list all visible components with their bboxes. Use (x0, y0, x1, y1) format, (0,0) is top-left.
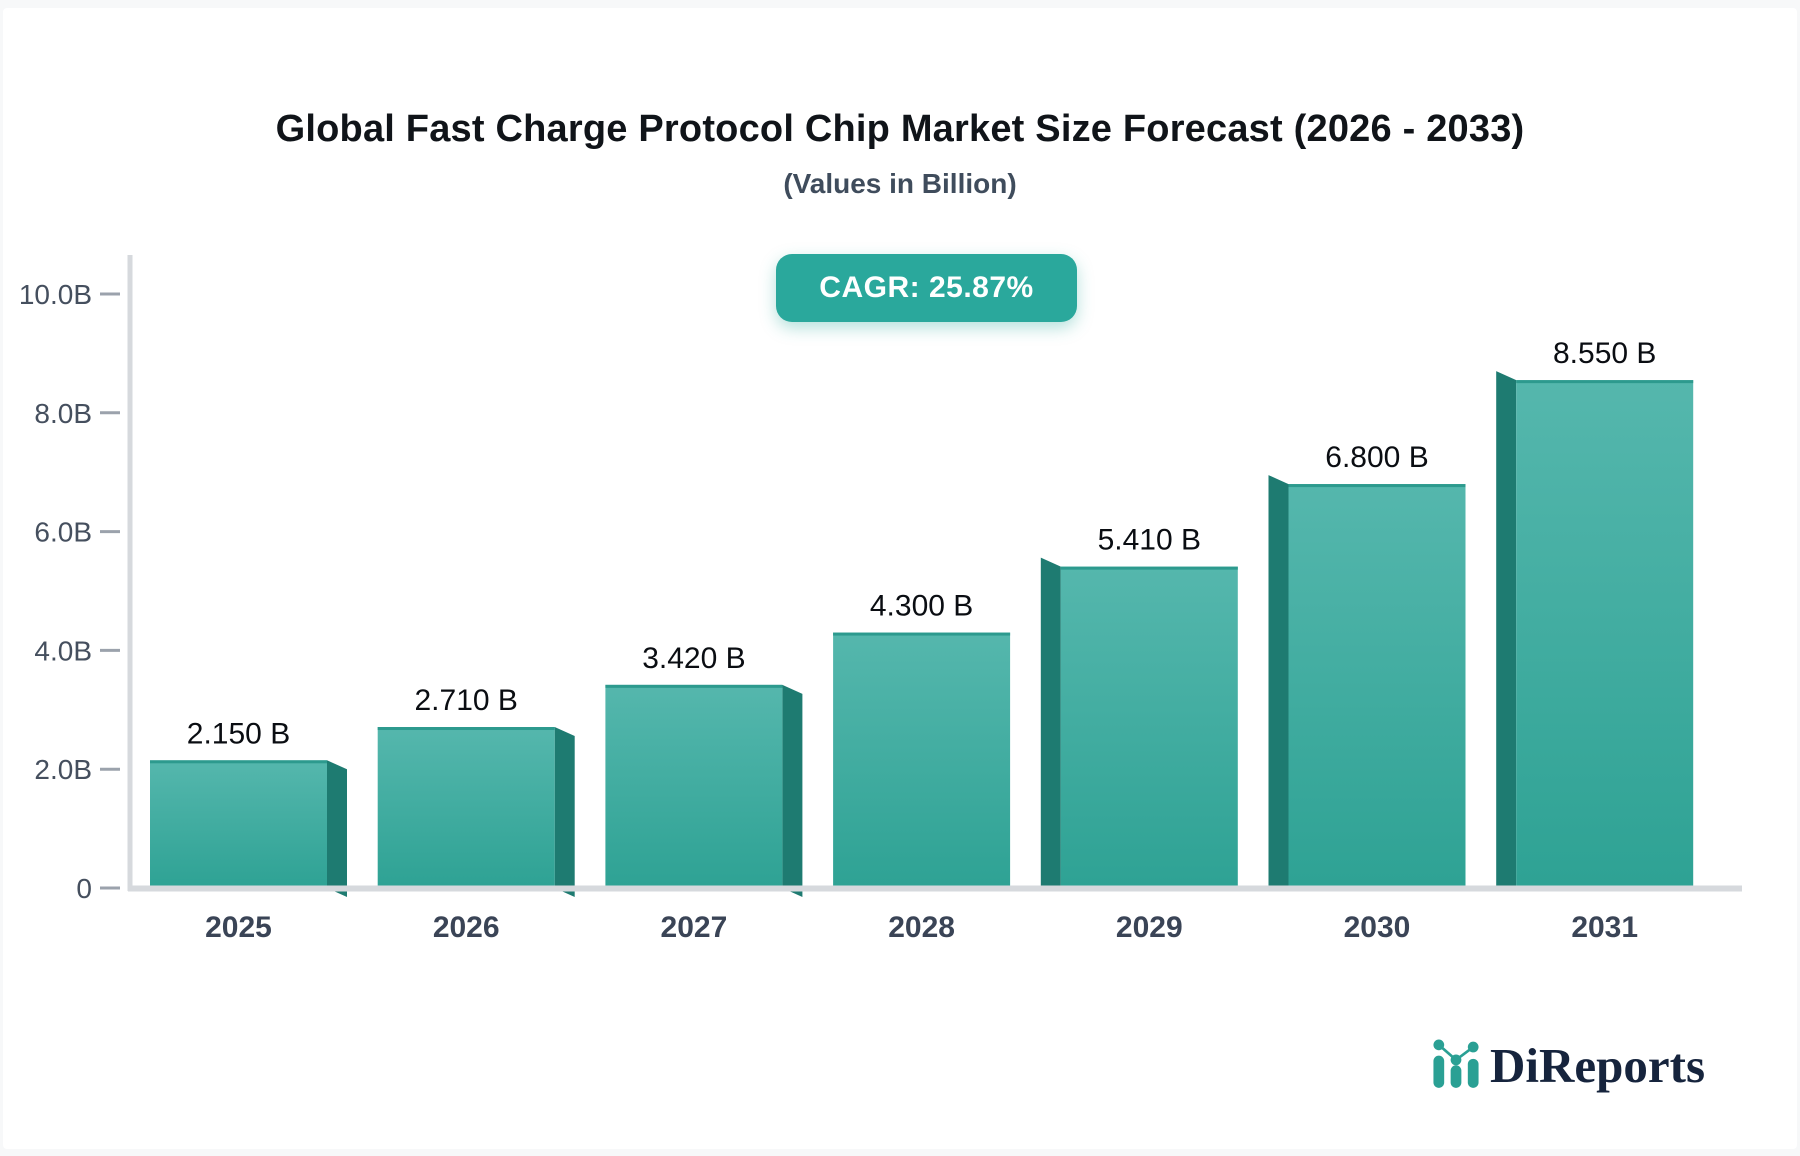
brand-logo: DiReports (1432, 1032, 1705, 1090)
bar-side-2027 (782, 684, 803, 897)
y-tick-label-0: 0 (76, 873, 92, 904)
logo-text: DiReports (1490, 1038, 1706, 1094)
bar-top-edge-2025 (150, 760, 327, 764)
bar-2031 (1516, 380, 1694, 888)
bar-top-edge-2027 (605, 684, 783, 688)
bar-value-label-2026: 2.710 B (414, 684, 517, 717)
bar-2027 (605, 684, 783, 888)
bar-side-2031 (1496, 371, 1517, 888)
x-axis-label-2028: 2028 (888, 911, 955, 944)
x-axis-label-2025: 2025 (205, 911, 272, 944)
bar-side-2030 (1268, 475, 1289, 888)
x-axis-label-2027: 2027 (661, 911, 728, 944)
bar-side-2026 (554, 727, 575, 897)
y-tick-label-10.0B: 10.0B (19, 279, 92, 310)
bar-top-edge-2026 (377, 727, 555, 731)
bar-2026 (377, 727, 555, 888)
bar-value-label-2025: 2.150 B (187, 717, 290, 750)
bar-top-edge-2028 (833, 632, 1011, 636)
x-axis-label-2026: 2026 (433, 911, 500, 944)
y-tick-label-4.0B: 4.0B (34, 635, 92, 666)
page-title: Global Fast Charge Protocol Chip Market … (275, 108, 1525, 150)
bar-value-label-2031: 8.550 B (1553, 337, 1656, 370)
y-tick-label-8.0B: 8.0B (34, 398, 92, 429)
y-tick-label-6.0B: 6.0B (34, 517, 92, 548)
page-subtitle: (Values in Billion) (783, 168, 1017, 199)
bar-2029 (1060, 566, 1238, 888)
x-axis-label-2030: 2030 (1344, 911, 1411, 944)
bar-top-edge-2029 (1060, 566, 1238, 570)
bar-2025 (150, 760, 327, 888)
bar-top-edge-2031 (1516, 380, 1694, 384)
bar-side-2029 (1040, 557, 1061, 888)
y-tick-label-2.0B: 2.0B (34, 754, 92, 785)
bar-value-label-2027: 3.420 B (642, 642, 745, 675)
bar-value-label-2028: 4.300 B (870, 590, 973, 623)
x-axis-label-2029: 2029 (1116, 911, 1183, 944)
bar-2030 (1288, 484, 1466, 888)
bar-value-label-2029: 5.410 B (1098, 524, 1201, 557)
x-axis-label-2031: 2031 (1571, 911, 1638, 944)
bar-value-label-2030: 6.800 B (1325, 441, 1428, 474)
bar-2028 (833, 632, 1011, 888)
mini-bar-chart-icon (1433, 1039, 1479, 1088)
cagr-badge: CAGR: 25.87% (776, 254, 1077, 322)
bar-top-edge-2030 (1288, 484, 1466, 488)
bar-side-2025 (327, 760, 347, 897)
